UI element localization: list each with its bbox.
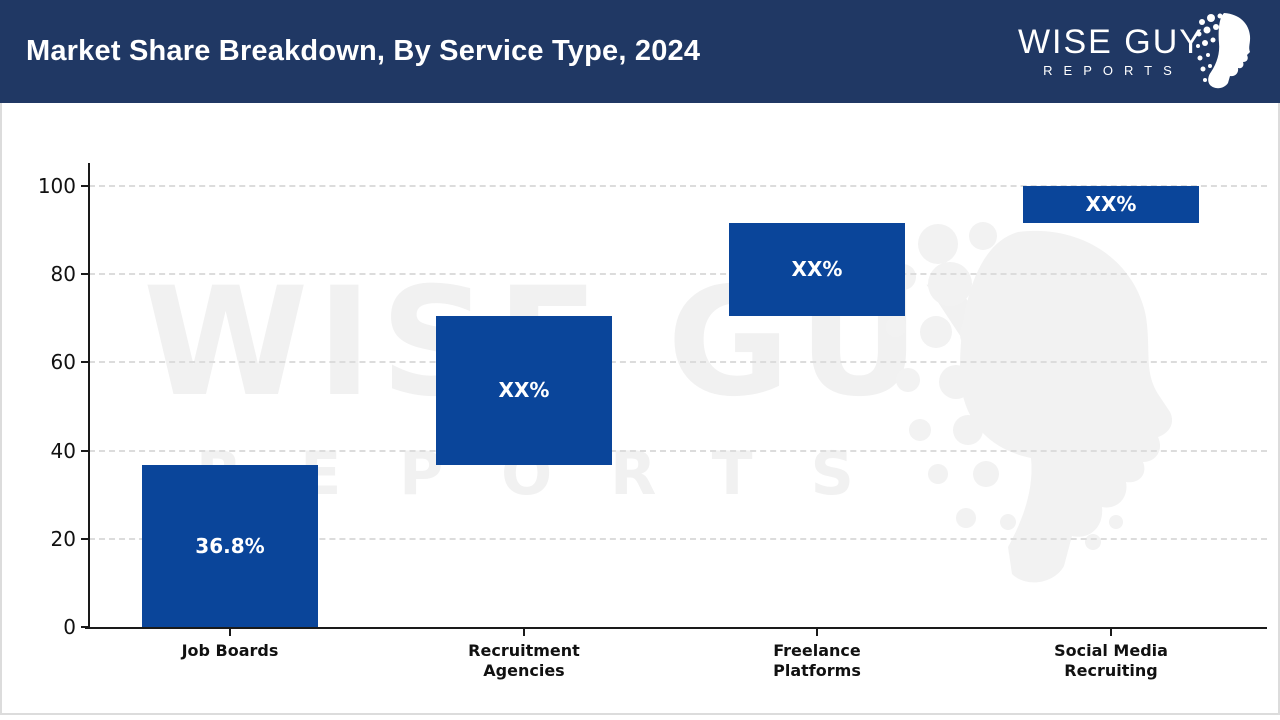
y-axis-tick-label: 40 [50, 438, 76, 463]
logo-text: WISE GUY REPORTS [1017, 22, 1204, 79]
bar-3: XX% [729, 222, 905, 317]
bar-2: XX% [436, 316, 612, 465]
y-axis-tick-label: 80 [50, 262, 76, 287]
x-axis-tick [1110, 629, 1112, 636]
header: Market Share Breakdown, By Service Type,… [0, 0, 1280, 103]
y-axis-tick [81, 361, 88, 364]
x-axis-category-label: Job Boards [181, 641, 279, 660]
logo-wordmark: WISE GUY [1017, 22, 1204, 61]
y-axis-tick [81, 449, 88, 452]
x-axis-tick [523, 629, 525, 636]
gridline-100 [89, 185, 1267, 187]
y-axis-line [88, 163, 90, 629]
wiseguy-logo: WISE GUY REPORTS [1018, 10, 1254, 94]
gridline-20 [89, 537, 1267, 540]
y-axis-tick [81, 273, 88, 276]
logo-subtitle: REPORTS [1043, 63, 1183, 79]
x-axis-category-label: Recruitment Agencies [468, 641, 580, 680]
x-axis-line [85, 627, 1267, 629]
y-axis-tick-label: 20 [50, 526, 76, 551]
y-axis-tick-label: 100 [37, 174, 76, 198]
bar-value-label: 36.8% [195, 533, 265, 558]
y-axis-tick-label: 0 [63, 615, 76, 639]
y-axis-tick [81, 185, 88, 187]
x-axis-category-label: Freelance Platforms [773, 641, 861, 680]
x-axis-category-label: Social Media Recruiting [1054, 641, 1168, 680]
y-axis-tick [81, 626, 88, 628]
content-frame [0, 103, 1280, 715]
bar-value-label: XX% [498, 378, 550, 403]
bar-value-label: XX% [791, 257, 843, 282]
bar-value-label: XX% [1085, 192, 1137, 217]
gridline-40 [89, 449, 1267, 452]
page-title: Market Share Breakdown, By Service Type,… [26, 35, 701, 67]
x-axis-tick [816, 629, 818, 636]
gridline-80 [89, 273, 1267, 276]
gridline-60 [89, 361, 1267, 364]
bar-4: XX% [1023, 186, 1199, 223]
y-axis-tick-label: 60 [50, 350, 76, 375]
y-axis-tick [81, 537, 88, 540]
bar-1: 36.8% [142, 464, 318, 627]
logo-face-icon [1196, 12, 1251, 88]
x-axis-tick [229, 629, 231, 636]
